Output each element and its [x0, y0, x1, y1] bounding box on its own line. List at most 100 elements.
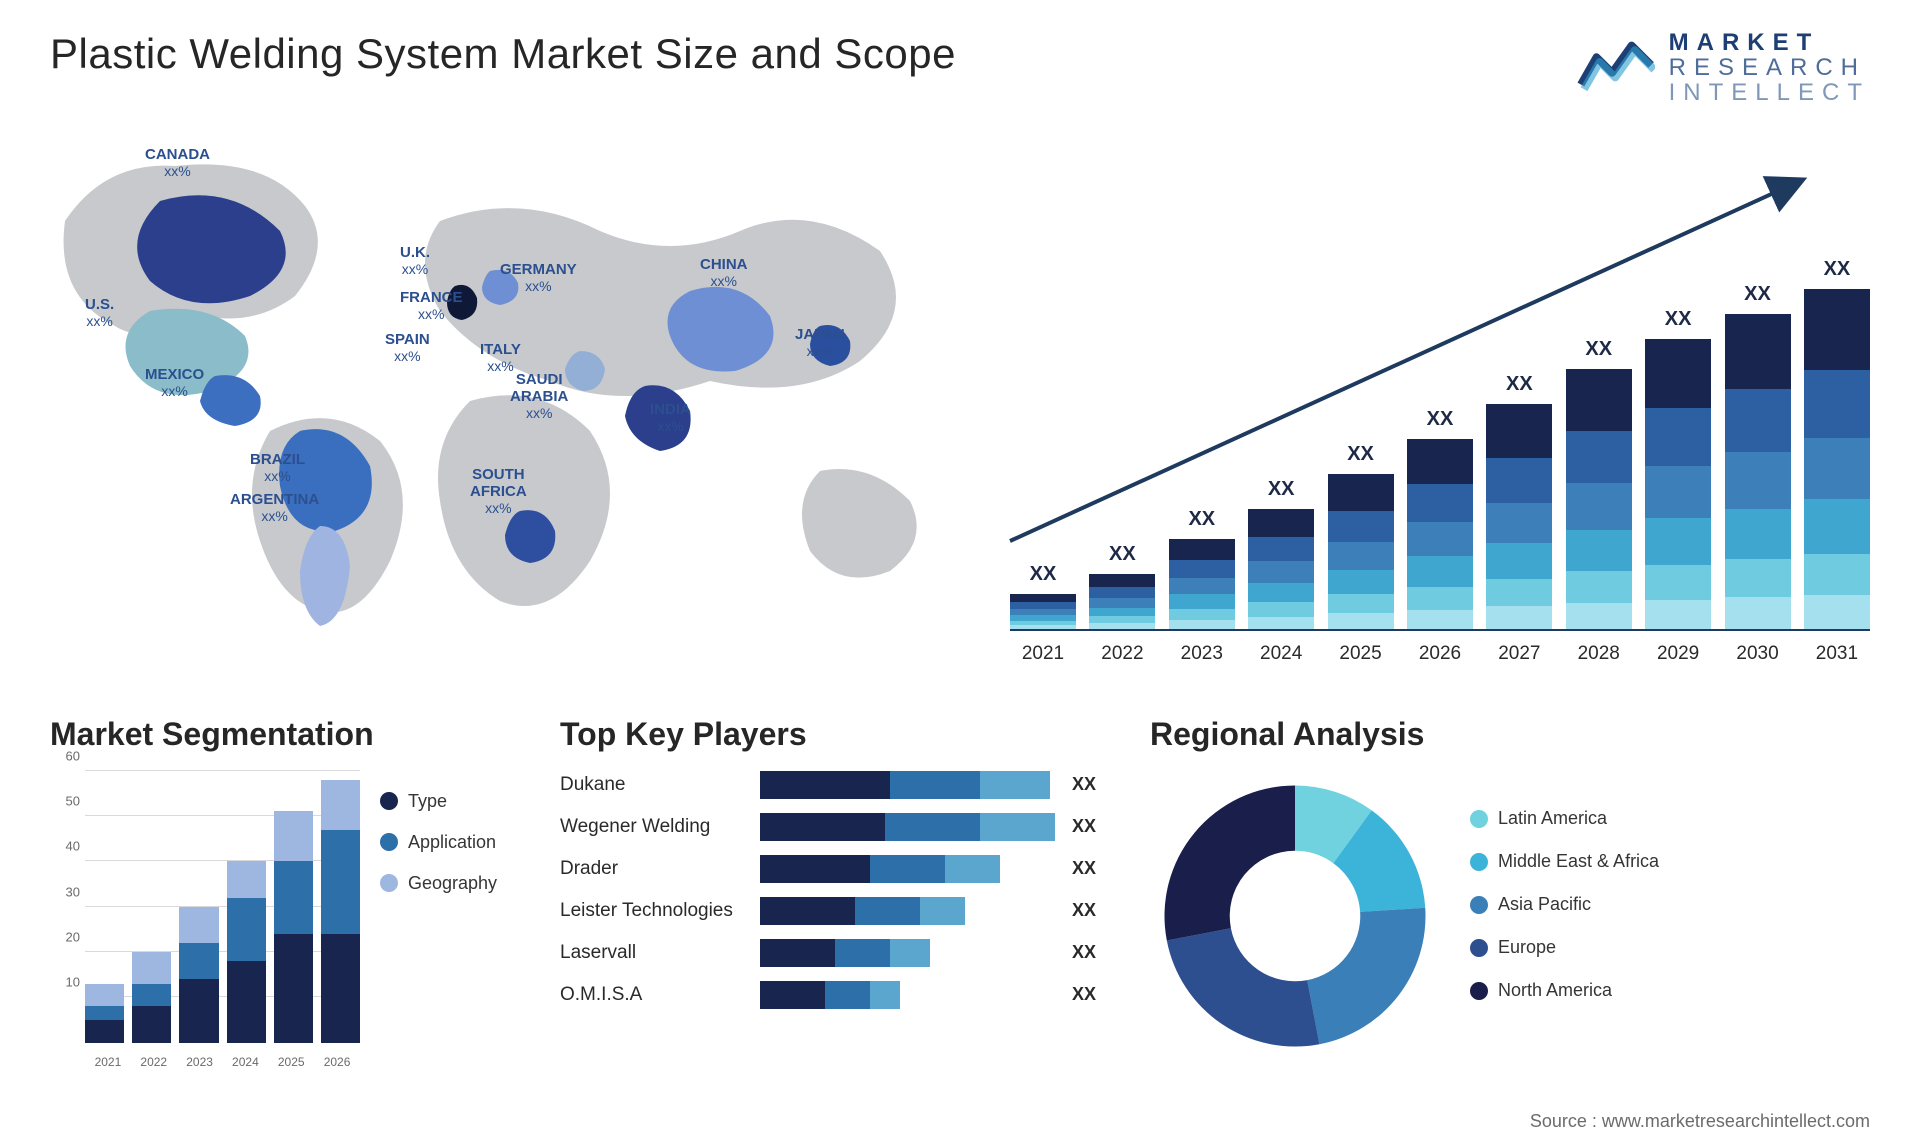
donut-slice — [1307, 907, 1425, 1043]
growth-bar-value: XX — [1109, 543, 1136, 566]
players-chart: DukaneXXWegener WeldingXXDraderXXLeister… — [560, 771, 1120, 1009]
player-value: XX — [1072, 858, 1096, 879]
player-name: Drader — [560, 858, 760, 880]
growth-bar-value: XX — [1427, 408, 1454, 431]
donut-slice — [1165, 785, 1296, 940]
legend-item: Europe — [1470, 937, 1870, 958]
growth-bar-value: XX — [1347, 443, 1374, 466]
growth-bar: XX — [1248, 478, 1314, 629]
growth-bar: XX — [1645, 308, 1711, 629]
growth-year-label: 2027 — [1486, 643, 1552, 665]
growth-year-label: 2024 — [1248, 643, 1314, 665]
segmentation-legend: Type Application Geography — [380, 771, 530, 1071]
player-value: XX — [1072, 942, 1096, 963]
seg-year-label: 2026 — [314, 1055, 360, 1069]
legend-item: Middle East & Africa — [1470, 851, 1870, 872]
growth-bar-value: XX — [1585, 338, 1612, 361]
growth-bar-value: XX — [1744, 283, 1771, 306]
player-row: Leister Technologies XX — [560, 897, 1120, 925]
growth-bar: XX — [1566, 338, 1632, 629]
logo-word-3: INTELLECT — [1669, 80, 1870, 105]
segmentation-section: Market Segmentation 20212022202320242025… — [50, 716, 530, 1071]
player-row: Drader XX — [560, 855, 1120, 883]
seg-ytick: 60 — [50, 748, 80, 763]
logo-word-1: MARKET — [1669, 30, 1870, 55]
seg-year-label: 2025 — [268, 1055, 314, 1069]
growth-bar-value: XX — [1665, 308, 1692, 331]
segmentation-chart: 202120222023202420252026 102030405060 — [50, 771, 360, 1071]
growth-year-label: 2026 — [1407, 643, 1473, 665]
page-title: Plastic Welding System Market Size and S… — [50, 30, 956, 78]
growth-bar-value: XX — [1188, 508, 1215, 531]
growth-year-label: 2029 — [1645, 643, 1711, 665]
player-value: XX — [1072, 900, 1096, 921]
donut-slice — [1167, 928, 1320, 1046]
growth-bar: XX — [1407, 408, 1473, 629]
growth-year-label: 2030 — [1725, 643, 1791, 665]
players-section: Top Key Players Dukane XX Wegener Welding X… — [560, 716, 1120, 1071]
player-value: XX — [1072, 774, 1096, 795]
player-name: O.M.I.S.A — [560, 984, 760, 1006]
growth-bar: XX — [1328, 443, 1394, 629]
seg-year-label: 2024 — [222, 1055, 268, 1069]
growth-bar: XX — [1804, 258, 1870, 629]
source-line: Source : www.marketresearchintellect.com — [1530, 1111, 1870, 1132]
legend-item: Asia Pacific — [1470, 894, 1870, 915]
player-name: Wegener Welding — [560, 816, 760, 838]
player-row: O.M.I.S.A XX — [560, 981, 1120, 1009]
player-name: Leister Technologies — [560, 900, 760, 922]
growth-chart: XX XX XX XX XX XX XX XX XX XX XX 2021 2022 2023 2024 2… — [1010, 131, 1870, 671]
growth-bar-value: XX — [1030, 563, 1057, 586]
regional-title: Regional Analysis — [1150, 716, 1870, 753]
growth-year-label: 2025 — [1328, 643, 1394, 665]
brand-logo: MARKET RESEARCH INTELLECT — [1577, 30, 1870, 106]
seg-ytick: 30 — [50, 884, 80, 899]
seg-year-label: 2023 — [177, 1055, 223, 1069]
regional-section: Regional Analysis Latin America Middle Ea… — [1150, 716, 1870, 1071]
growth-bar: XX — [1486, 373, 1552, 629]
seg-ytick: 20 — [50, 929, 80, 944]
seg-bar — [132, 952, 171, 1043]
world-map: CANADAxx%U.S.xx%MEXICOxx%BRAZILxx%ARGENT… — [50, 131, 970, 671]
seg-bar — [227, 861, 266, 1042]
growth-year-label: 2028 — [1566, 643, 1632, 665]
seg-ytick: 40 — [50, 839, 80, 854]
seg-year-label: 2022 — [131, 1055, 177, 1069]
segmentation-title: Market Segmentation — [50, 716, 530, 753]
seg-bar — [321, 780, 360, 1043]
growth-bar-value: XX — [1506, 373, 1533, 396]
legend-item: Application — [380, 832, 530, 853]
growth-bar: XX — [1010, 563, 1076, 629]
regional-legend: Latin America Middle East & Africa Asia Pa… — [1470, 808, 1870, 1023]
legend-item: North America — [1470, 980, 1870, 1001]
legend-item: Geography — [380, 873, 530, 894]
growth-year-label: 2022 — [1089, 643, 1155, 665]
growth-year-label: 2031 — [1804, 643, 1870, 665]
growth-bar: XX — [1725, 283, 1791, 629]
player-row: Laservall XX — [560, 939, 1120, 967]
world-map-svg — [50, 131, 970, 671]
seg-bar — [85, 984, 124, 1043]
seg-year-label: 2021 — [85, 1055, 131, 1069]
player-value: XX — [1072, 984, 1096, 1005]
legend-item: Latin America — [1470, 808, 1870, 829]
growth-bar-value: XX — [1268, 478, 1295, 501]
seg-bar — [274, 811, 313, 1042]
seg-ytick: 50 — [50, 793, 80, 808]
players-title: Top Key Players — [560, 716, 1120, 753]
growth-year-label: 2023 — [1169, 643, 1235, 665]
growth-bar: XX — [1089, 543, 1155, 629]
player-row: Wegener Welding XX — [560, 813, 1120, 841]
logo-word-2: RESEARCH — [1669, 55, 1870, 80]
seg-ytick: 10 — [50, 975, 80, 990]
player-name: Laservall — [560, 942, 760, 964]
player-row: Dukane XX — [560, 771, 1120, 799]
player-name: Dukane — [560, 774, 760, 796]
regional-donut — [1150, 771, 1440, 1061]
growth-bar-value: XX — [1824, 258, 1851, 281]
logo-icon — [1577, 35, 1655, 100]
seg-bar — [179, 907, 218, 1043]
growth-year-label: 2021 — [1010, 643, 1076, 665]
player-value: XX — [1072, 816, 1096, 837]
legend-item: Type — [380, 791, 530, 812]
